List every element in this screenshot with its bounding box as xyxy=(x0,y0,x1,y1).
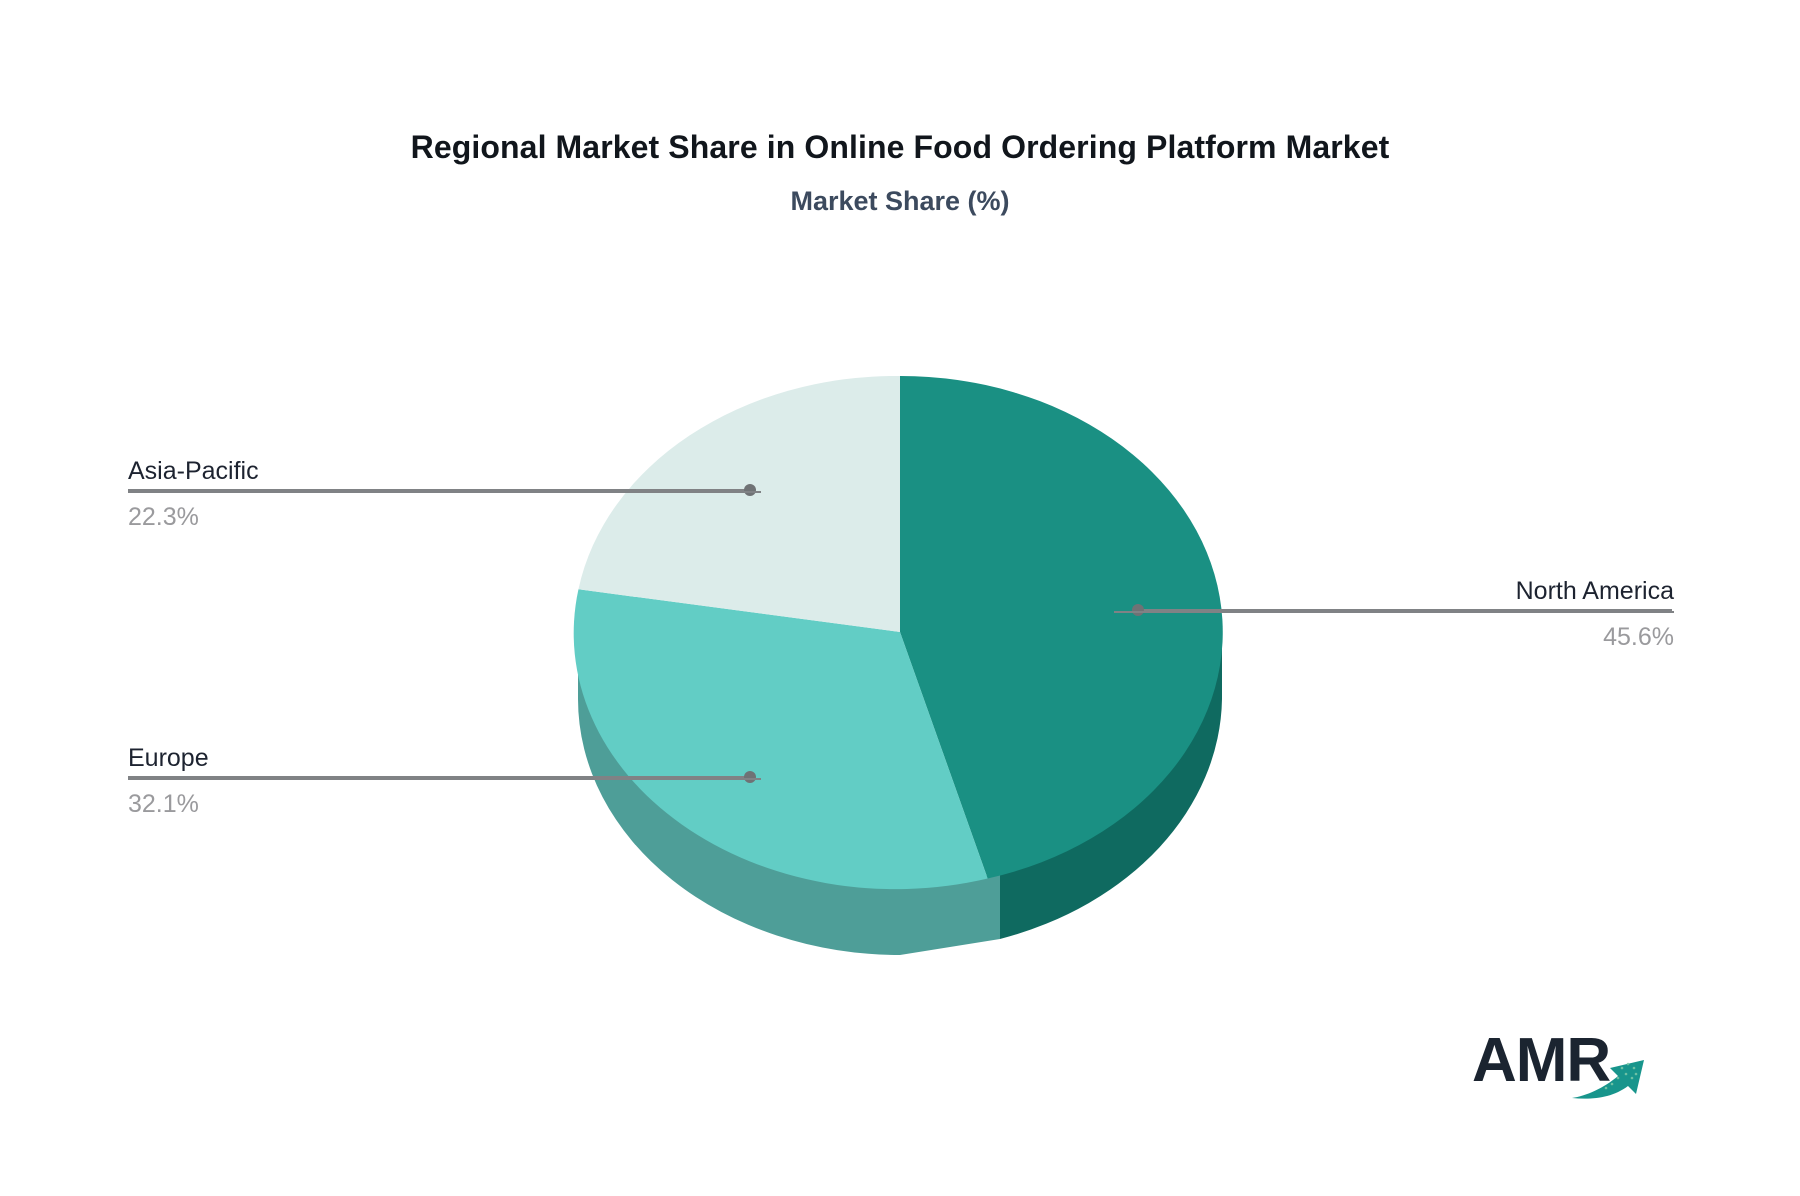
callout-value-asia-pacific: 22.3% xyxy=(128,503,199,532)
chart-subtitle: Market Share (%) xyxy=(790,186,1010,217)
pie-slice-europe xyxy=(573,589,988,890)
pie-slice-north-america xyxy=(900,375,1223,879)
pie-side-europe-right xyxy=(900,872,1000,955)
growth-arrow-icon xyxy=(1572,1060,1644,1099)
callout-rule-asia-pacific xyxy=(128,491,761,494)
callout-value-europe: 32.1% xyxy=(128,790,199,819)
pie-leader-lines xyxy=(128,489,1672,778)
callout-label-asia-pacific: Asia-Pacific xyxy=(128,457,259,485)
pie-slice-asia-pacific xyxy=(578,375,900,632)
amr-logo: AMR xyxy=(1472,1030,1652,1106)
callout-asia-pacific: Asia-Pacific 22.3% xyxy=(128,458,761,534)
callout-rule-north-america xyxy=(1114,611,1674,614)
callout-rule-europe xyxy=(128,778,761,781)
callout-value-north-america: 45.6% xyxy=(1603,623,1674,652)
callout-north-america: North America 45.6% xyxy=(1114,578,1674,654)
callout-label-europe: Europe xyxy=(128,744,209,772)
pie-3d-side-walls xyxy=(578,632,1222,955)
amr-logo-text: AMR xyxy=(1472,1026,1611,1095)
chart-header: Regional Market Share in Online Food Ord… xyxy=(0,128,1800,218)
pie-side-europe xyxy=(578,632,900,955)
callout-europe: Europe 32.1% xyxy=(128,745,761,821)
pie-top-face xyxy=(573,375,1223,890)
pie-side-north-america xyxy=(1000,632,1222,939)
callout-label-north-america: North America xyxy=(1515,577,1674,605)
chart-title: Regional Market Share in Online Food Ord… xyxy=(410,129,1390,165)
